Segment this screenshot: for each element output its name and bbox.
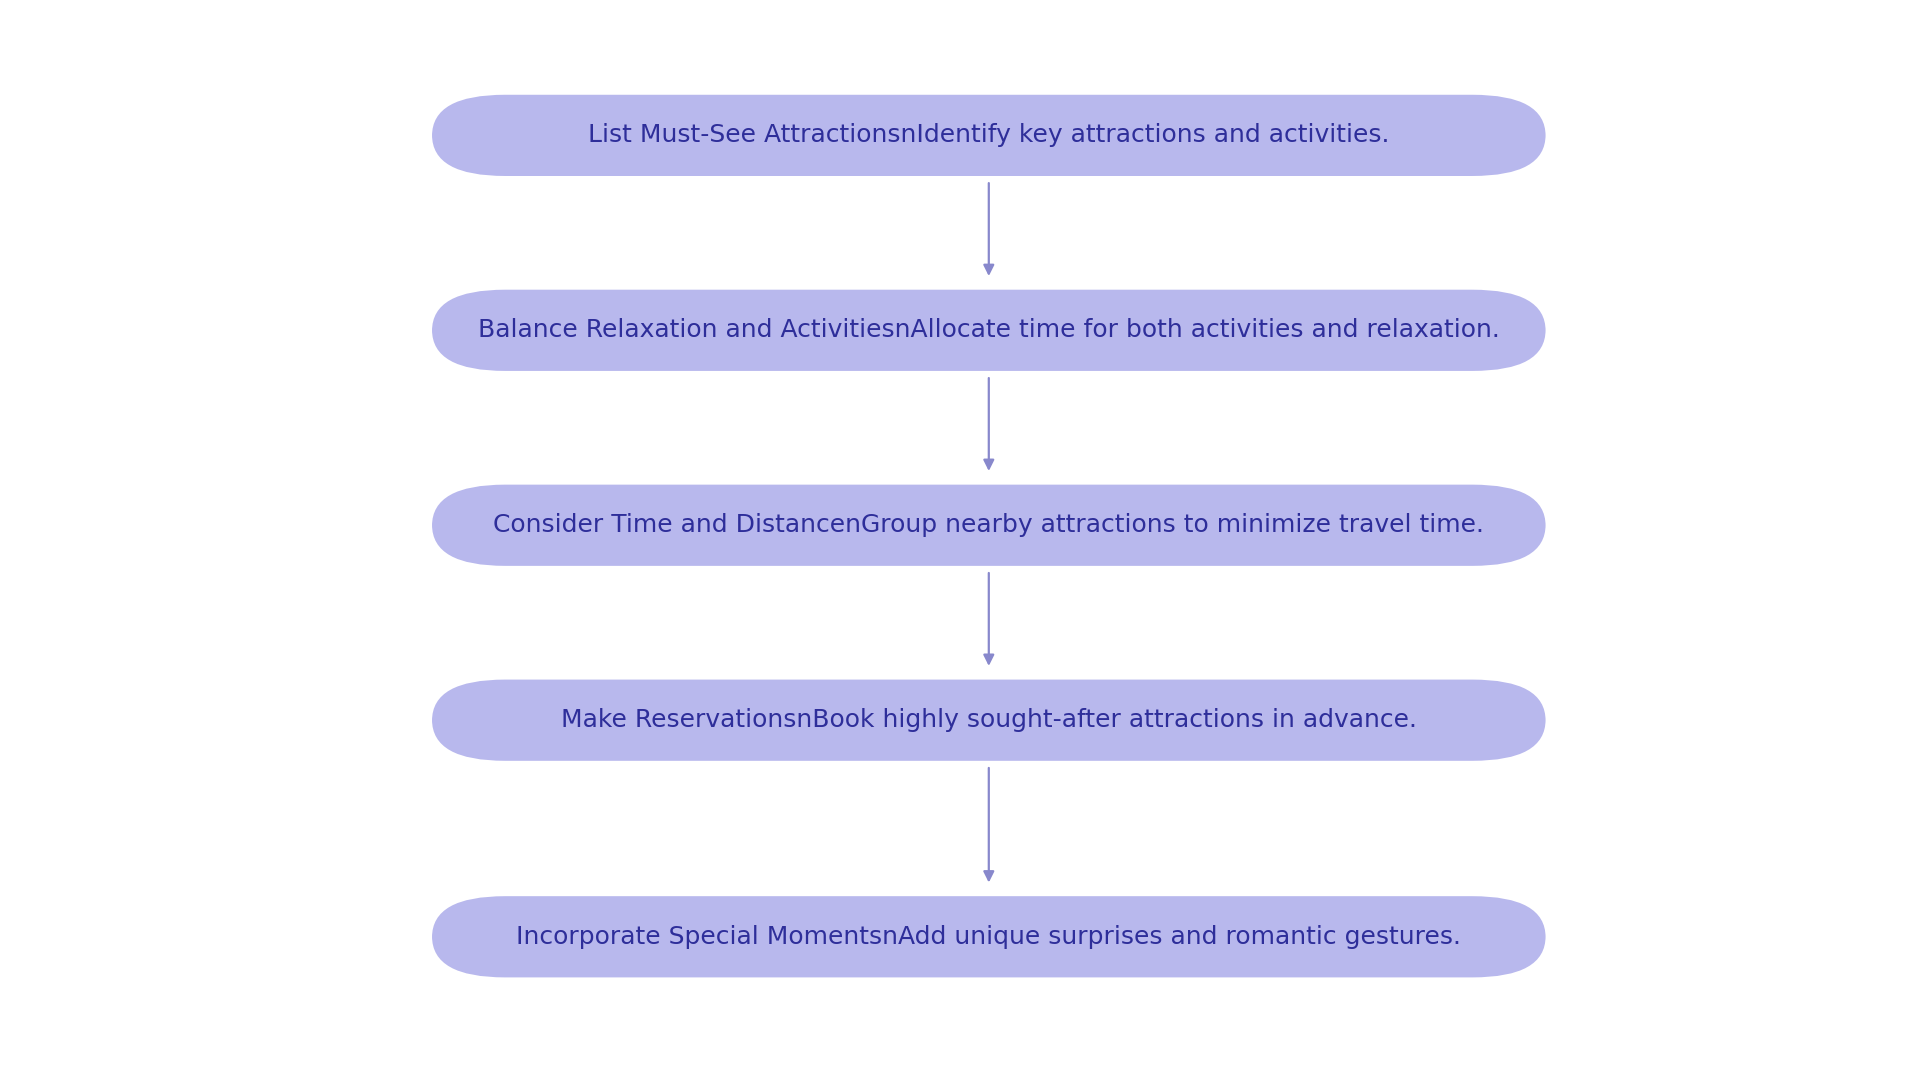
Text: List Must-See AttractionsnIdentify key attractions and activities.: List Must-See AttractionsnIdentify key a…	[588, 123, 1390, 147]
Text: Balance Relaxation and ActivitiesnAllocate time for both activities and relaxati: Balance Relaxation and ActivitiesnAlloca…	[478, 318, 1500, 342]
Text: Make ReservationsnBook highly sought-after attractions in advance.: Make ReservationsnBook highly sought-aft…	[561, 708, 1417, 732]
FancyBboxPatch shape	[432, 680, 1546, 760]
FancyBboxPatch shape	[432, 290, 1546, 370]
Text: Incorporate Special MomentsnAdd unique surprises and romantic gestures.: Incorporate Special MomentsnAdd unique s…	[516, 925, 1461, 949]
FancyBboxPatch shape	[432, 485, 1546, 565]
FancyBboxPatch shape	[432, 897, 1546, 977]
FancyBboxPatch shape	[432, 95, 1546, 175]
Text: Consider Time and DistancenGroup nearby attractions to minimize travel time.: Consider Time and DistancenGroup nearby …	[493, 513, 1484, 537]
